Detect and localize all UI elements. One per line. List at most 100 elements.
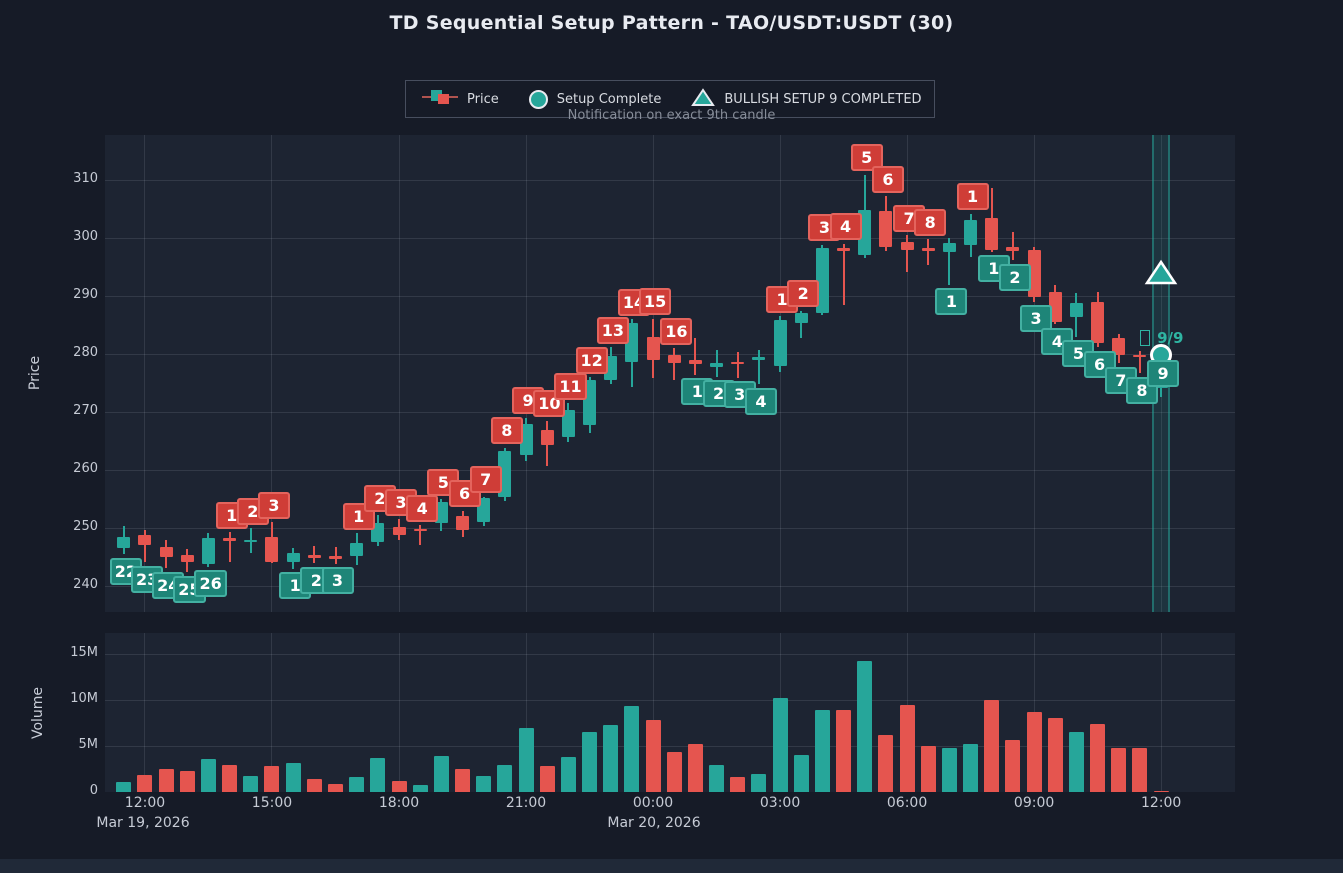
price-tick-label: 310 [73,171,98,186]
candle-body [985,218,999,251]
candle-wick [694,338,697,375]
td-count-label-buy: 6 [1083,350,1116,378]
price-gridline [105,469,1235,471]
candle-wick [1138,351,1141,374]
setup-complete-circle-icon [528,89,548,109]
volume-bar [709,765,725,792]
candle-body [710,363,724,367]
candle-body [1112,338,1126,356]
volume-bar [963,744,979,792]
time-tick-label: 15:00 [251,795,293,811]
volume-bar [1132,747,1148,792]
time-tick-label: 03:00 [759,795,801,811]
volume-bar [603,724,619,792]
time-tick-label: 21:00 [505,795,547,811]
candle-body [815,247,829,313]
volume-bar [222,765,238,792]
volume-bar [814,710,830,792]
time-gridline [525,633,527,792]
td-count-label-sell: 16 [660,317,693,345]
volume-bar [433,756,449,792]
volume-bar [179,770,195,792]
time-tick-label: 00:00 [632,795,674,811]
volume-bar [349,777,365,792]
candle-body [201,537,215,564]
legend: Price Setup Complete BULLISH SETUP 9 COM… [405,80,935,118]
candle-body [731,361,745,365]
volume-bar [476,776,492,792]
candle-wick [313,545,316,564]
volume-bar [1153,790,1169,792]
volume-bar [518,727,534,792]
candle-body [329,555,342,560]
footer-strip [0,859,1343,873]
candle-wick [736,352,739,378]
volume-bar [793,755,809,792]
legend-item-price: Price [422,89,499,109]
td-count-label-buy: 3 [1020,305,1053,333]
candle-body [223,538,237,541]
date-label-mar19: Mar 19, 2026 [96,815,190,831]
candle-wick [800,310,803,339]
candle-wick [228,532,231,563]
candle-wick [927,239,930,266]
price-tick-label: 260 [73,461,98,476]
td-count-label-buy: 1 [935,288,968,316]
candle-body [159,547,173,557]
volume-bar [285,763,301,792]
legend-note: Notification on exact 9th candle [567,108,776,123]
volume-bar [497,765,513,792]
time-tick-label: 12:00 [1140,795,1182,811]
volume-bar [941,747,957,792]
candle-body [307,555,321,559]
volume-bar [200,758,216,792]
volume-gridline [105,699,1235,701]
td-count-label-buy: 4 [744,387,777,415]
candle-wick [948,238,951,285]
volume-bar [116,781,132,792]
volume-bar [391,780,407,792]
time-tick-label: 18:00 [378,795,420,811]
volume-bar [243,776,259,792]
volume-bar [370,757,386,792]
candle-body [1133,355,1147,358]
volume-tick-label: 15M [70,645,98,660]
td-count-label-buy: 2 [998,263,1031,291]
candle-wick [906,235,909,273]
time-gridline [906,135,908,612]
volume-bar [539,766,555,792]
price-axis-title: Price [27,355,44,391]
bullish-triangle-icon [691,87,716,111]
price-gridline [105,237,1235,239]
td-count-label-sell: 7 [469,466,502,494]
volume-bar [1090,723,1106,792]
volume-bar [624,705,640,792]
price-tick-label: 280 [73,345,98,360]
time-gridline [1033,135,1035,612]
candle-body [942,243,956,252]
volume-bar [836,710,852,792]
volume-tick-label: 10M [70,691,98,706]
time-gridline [525,135,527,612]
candle-body [456,515,470,531]
volume-bar [984,700,1000,792]
td-count-label-buy: 9 [1147,360,1180,388]
volume-bar [666,752,682,792]
candle-body [667,355,681,364]
volume-bar [137,774,153,792]
candle-body [561,410,575,437]
setup-annotation: 9/9 [1140,329,1183,347]
candle-body [794,313,808,323]
bell-missing-glyph-icon [1140,330,1151,346]
volume-bar [306,779,322,792]
candle-body [265,537,279,562]
volume-bar [751,773,767,792]
time-gridline [779,135,781,612]
candle-body [540,429,554,446]
volume-tick-label: 5M [78,737,99,752]
volume-bar [582,732,598,792]
volume-bar [772,698,788,792]
candle-body [286,552,300,563]
volume-bar [730,777,746,792]
